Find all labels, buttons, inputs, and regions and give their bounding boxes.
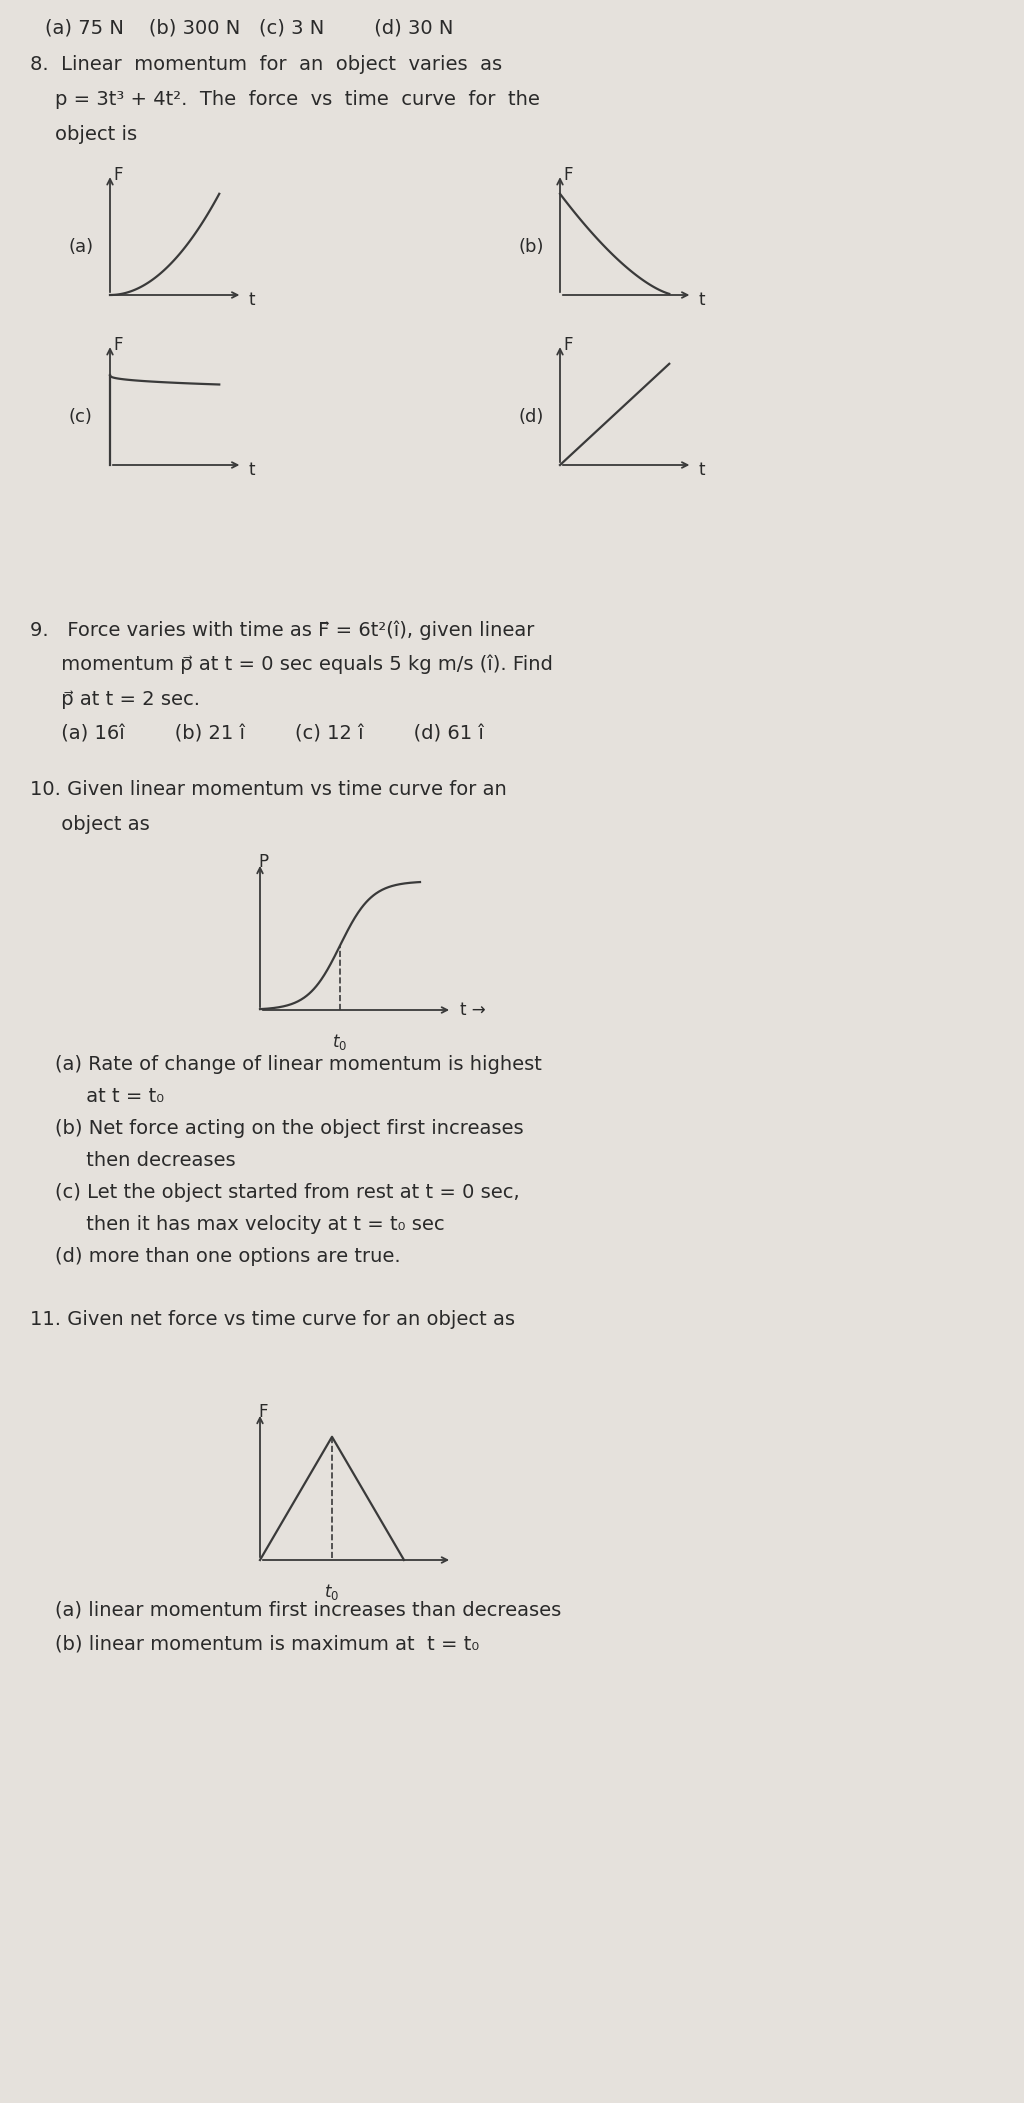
Text: 10. Given linear momentum vs time curve for an: 10. Given linear momentum vs time curve … — [30, 780, 507, 799]
Text: (d): (d) — [518, 408, 544, 425]
Text: 9.   Force varies with time as F⃗ = 6t²(î), given linear: 9. Force varies with time as F⃗ = 6t²(î)… — [30, 620, 535, 639]
Text: F: F — [563, 166, 572, 185]
Text: (d) more than one options are true.: (d) more than one options are true. — [30, 1247, 400, 1266]
Text: F: F — [563, 336, 572, 353]
Text: object is: object is — [30, 124, 137, 143]
Text: at t = t₀: at t = t₀ — [30, 1087, 164, 1106]
Text: then decreases: then decreases — [30, 1150, 236, 1169]
Text: t: t — [248, 290, 255, 309]
Text: (a): (a) — [68, 238, 93, 254]
Text: t: t — [248, 461, 255, 479]
Text: t: t — [698, 461, 705, 479]
Text: $t_0$: $t_0$ — [333, 1033, 347, 1052]
Text: 11. Given net force vs time curve for an object as: 11. Given net force vs time curve for an… — [30, 1310, 515, 1329]
Text: F: F — [258, 1403, 267, 1422]
Text: F: F — [113, 166, 123, 185]
Text: (c) Let the object started from rest at t = 0 sec,: (c) Let the object started from rest at … — [30, 1184, 519, 1203]
Text: object as: object as — [30, 816, 150, 835]
Text: p⃗ at t = 2 sec.: p⃗ at t = 2 sec. — [30, 690, 200, 709]
Text: 8.  Linear  momentum  for  an  object  varies  as: 8. Linear momentum for an object varies … — [30, 55, 502, 74]
Text: (a) linear momentum first increases than decreases: (a) linear momentum first increases than… — [30, 1600, 561, 1619]
Text: t: t — [698, 290, 705, 309]
Text: $t_0$: $t_0$ — [325, 1581, 340, 1602]
Text: then it has max velocity at t = t₀ sec: then it has max velocity at t = t₀ sec — [30, 1216, 444, 1234]
Text: (a) 16î        (b) 21 î        (c) 12 î        (d) 61 î: (a) 16î (b) 21 î (c) 12 î (d) 61 î — [30, 726, 484, 744]
Text: (a) Rate of change of linear momentum is highest: (a) Rate of change of linear momentum is… — [30, 1056, 542, 1075]
Text: (b) linear momentum is maximum at  t = t₀: (b) linear momentum is maximum at t = t₀ — [30, 1634, 479, 1653]
Text: t →: t → — [460, 1001, 485, 1020]
Text: (b): (b) — [518, 238, 544, 254]
Text: F: F — [113, 336, 123, 353]
Text: momentum p⃗ at t = 0 sec equals 5 kg m/s (î). Find: momentum p⃗ at t = 0 sec equals 5 kg m/s… — [30, 654, 553, 675]
Text: P: P — [258, 854, 268, 871]
Text: (a) 75 N    (b) 300 N   (c) 3 N        (d) 30 N: (a) 75 N (b) 300 N (c) 3 N (d) 30 N — [45, 19, 454, 38]
Text: (c): (c) — [68, 408, 92, 425]
Text: (b) Net force acting on the object first increases: (b) Net force acting on the object first… — [30, 1119, 523, 1138]
Text: p = 3t³ + 4t².  The  force  vs  time  curve  for  the: p = 3t³ + 4t². The force vs time curve f… — [30, 90, 540, 109]
